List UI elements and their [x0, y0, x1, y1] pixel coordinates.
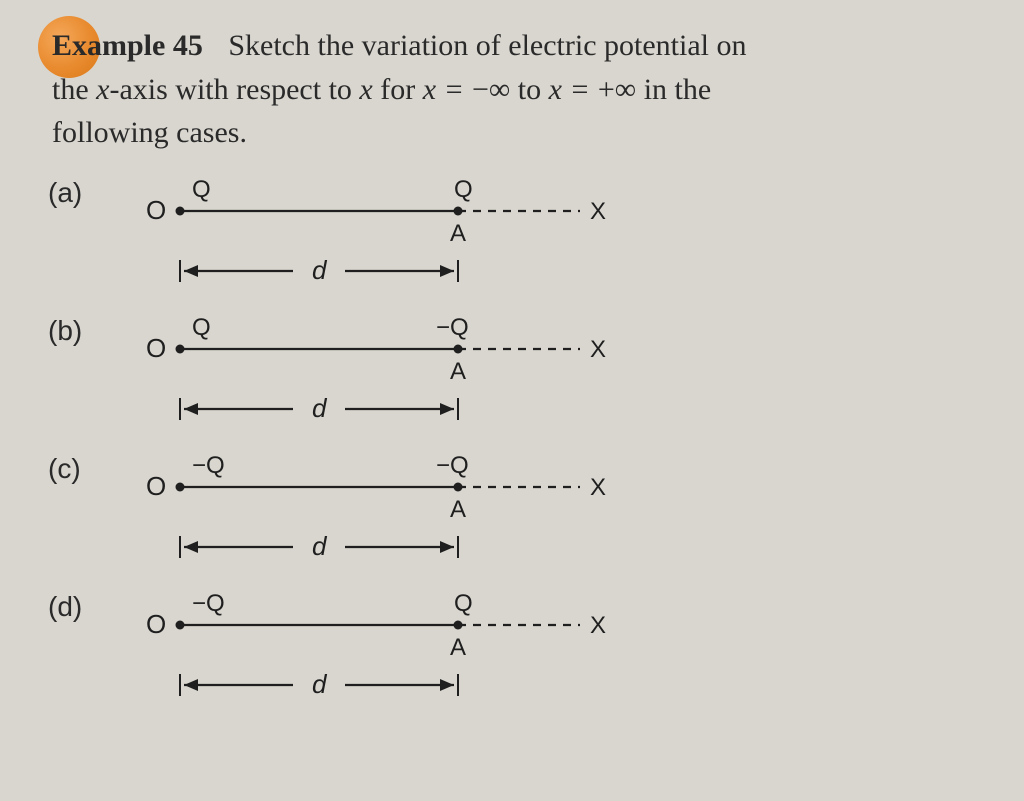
origin-label-b: O [146, 333, 166, 363]
diagram-d: −Q Q O X A d [120, 589, 640, 717]
example-number: 45 [173, 29, 203, 62]
charge-label-A-c: −Q [436, 452, 469, 479]
x-label-c: X [590, 474, 606, 501]
point-A-c [454, 482, 463, 491]
diagram-svg-c: −Q −Q O X A d [120, 451, 640, 579]
example-label: Example [52, 29, 165, 62]
case-row-b: (b) Q −Q O X A d [48, 313, 976, 441]
heading-eq1-rhs: −∞ [472, 73, 510, 106]
charge-label-O-a: Q [192, 176, 211, 203]
heading-eq2-eq: = [564, 73, 596, 106]
dim-d-label-c: d [312, 531, 328, 561]
point-A-d [454, 620, 463, 629]
dim-d-label-b: d [312, 393, 328, 423]
heading-eq2-rhs: +∞ [598, 73, 636, 106]
heading-text-2e: in the [636, 73, 711, 106]
case-label-b: (b) [48, 313, 120, 347]
dim-arrow-left-b [184, 403, 198, 415]
origin-label-a: O [146, 195, 166, 225]
dim-arrow-right-b [440, 403, 454, 415]
x-label-d: X [590, 612, 606, 639]
heading-text-2b: -axis with respect to [109, 73, 359, 106]
point-O-b [176, 344, 185, 353]
origin-label-d: O [146, 609, 166, 639]
dim-arrow-right-d [440, 679, 454, 691]
charge-label-A-b: −Q [436, 314, 469, 341]
dim-arrow-left-d [184, 679, 198, 691]
point-A-b [454, 344, 463, 353]
point-A-label-b: A [450, 358, 466, 385]
heading-text-2c: for [373, 73, 423, 106]
dim-arrow-right-c [440, 541, 454, 553]
x-label-b: X [590, 336, 606, 363]
dim-d-label-a: d [312, 255, 328, 285]
diagram-svg-d: −Q Q O X A d [120, 589, 640, 717]
dim-arrow-left-c [184, 541, 198, 553]
charge-label-A-d: Q [454, 590, 473, 617]
case-row-d: (d) −Q Q O X A d [48, 589, 976, 717]
heading-text-1: Sketch the variation of electric potenti… [228, 29, 746, 62]
point-A-label-c: A [450, 496, 466, 523]
case-row-a: (a) Q Q O X A d [48, 175, 976, 303]
page: Example 45 Sketch the variation of elect… [48, 24, 976, 717]
diagram-c: −Q −Q O X A d [120, 451, 640, 579]
heading-x-var-1: x [359, 73, 372, 106]
point-O-c [176, 482, 185, 491]
heading-text-3: following cases. [52, 116, 247, 149]
charge-label-A-a: Q [454, 176, 473, 203]
x-label-a: X [590, 198, 606, 225]
heading-text-2a: the [52, 73, 96, 106]
charge-label-O-c: −Q [192, 452, 225, 479]
case-label-c: (c) [48, 451, 120, 485]
charge-label-O-d: −Q [192, 590, 225, 617]
diagram-a: Q Q O X A d [120, 175, 640, 303]
diagram-svg-a: Q Q O X A d [120, 175, 640, 303]
case-row-c: (c) −Q −Q O X A d [48, 451, 976, 579]
point-O-d [176, 620, 185, 629]
charge-label-O-b: Q [192, 314, 211, 341]
heading-eq2-lhs: x [549, 73, 562, 106]
point-A-a [454, 206, 463, 215]
diagram-svg-b: Q −Q O X A d [120, 313, 640, 441]
case-label-a: (a) [48, 175, 120, 209]
cases-list: (a) Q Q O X A d (b) Q −Q O [48, 175, 976, 717]
point-A-label-d: A [450, 634, 466, 661]
heading-x-axis-var: x [96, 73, 109, 106]
point-O-a [176, 206, 185, 215]
heading-eq1-lhs: x [423, 73, 436, 106]
case-label-d: (d) [48, 589, 120, 623]
heading-eq1-eq: = [438, 73, 470, 106]
dim-d-label-d: d [312, 669, 328, 699]
dim-arrow-left-a [184, 265, 198, 277]
dim-arrow-right-a [440, 265, 454, 277]
heading-text-2d: to [510, 73, 548, 106]
diagram-b: Q −Q O X A d [120, 313, 640, 441]
origin-label-c: O [146, 471, 166, 501]
point-A-label-a: A [450, 220, 466, 247]
example-heading: Example 45 Sketch the variation of elect… [52, 24, 972, 155]
